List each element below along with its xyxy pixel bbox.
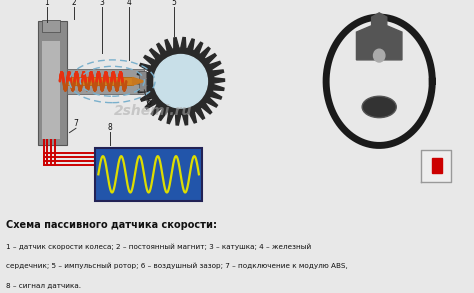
Circle shape — [154, 54, 208, 108]
Text: 8: 8 — [108, 122, 112, 132]
Text: 1: 1 — [45, 0, 49, 8]
FancyBboxPatch shape — [38, 21, 67, 145]
Text: 4: 4 — [127, 0, 132, 8]
Text: 1 – датчик скорости колеса; 2 – постоянный магнит; 3 – катушка; 4 – железный: 1 – датчик скорости колеса; 2 – постоянн… — [6, 244, 311, 251]
Text: 2: 2 — [72, 0, 76, 8]
Ellipse shape — [362, 96, 396, 117]
Text: 6: 6 — [146, 98, 151, 107]
Text: 7: 7 — [73, 119, 78, 128]
Circle shape — [374, 49, 385, 62]
Text: 3: 3 — [99, 0, 104, 8]
FancyBboxPatch shape — [42, 41, 60, 139]
Text: 2shemi.ru: 2shemi.ru — [114, 104, 192, 118]
FancyBboxPatch shape — [95, 148, 202, 201]
FancyBboxPatch shape — [139, 71, 146, 91]
Polygon shape — [133, 77, 145, 85]
Polygon shape — [432, 158, 442, 173]
Polygon shape — [421, 150, 451, 182]
Text: 5: 5 — [172, 0, 177, 8]
FancyBboxPatch shape — [42, 20, 60, 32]
Polygon shape — [356, 13, 402, 60]
FancyBboxPatch shape — [66, 77, 133, 85]
Text: Схема пассивного датчика скорости:: Схема пассивного датчика скорости: — [6, 220, 217, 230]
Text: сердечник; 5 – импульсный ротор; 6 – воздушный зазор; 7 – подключение к модулю A: сердечник; 5 – импульсный ротор; 6 – воз… — [6, 263, 347, 270]
Text: 8 – сигнал датчика.: 8 – сигнал датчика. — [6, 282, 81, 288]
Polygon shape — [137, 38, 225, 125]
FancyBboxPatch shape — [67, 69, 145, 93]
